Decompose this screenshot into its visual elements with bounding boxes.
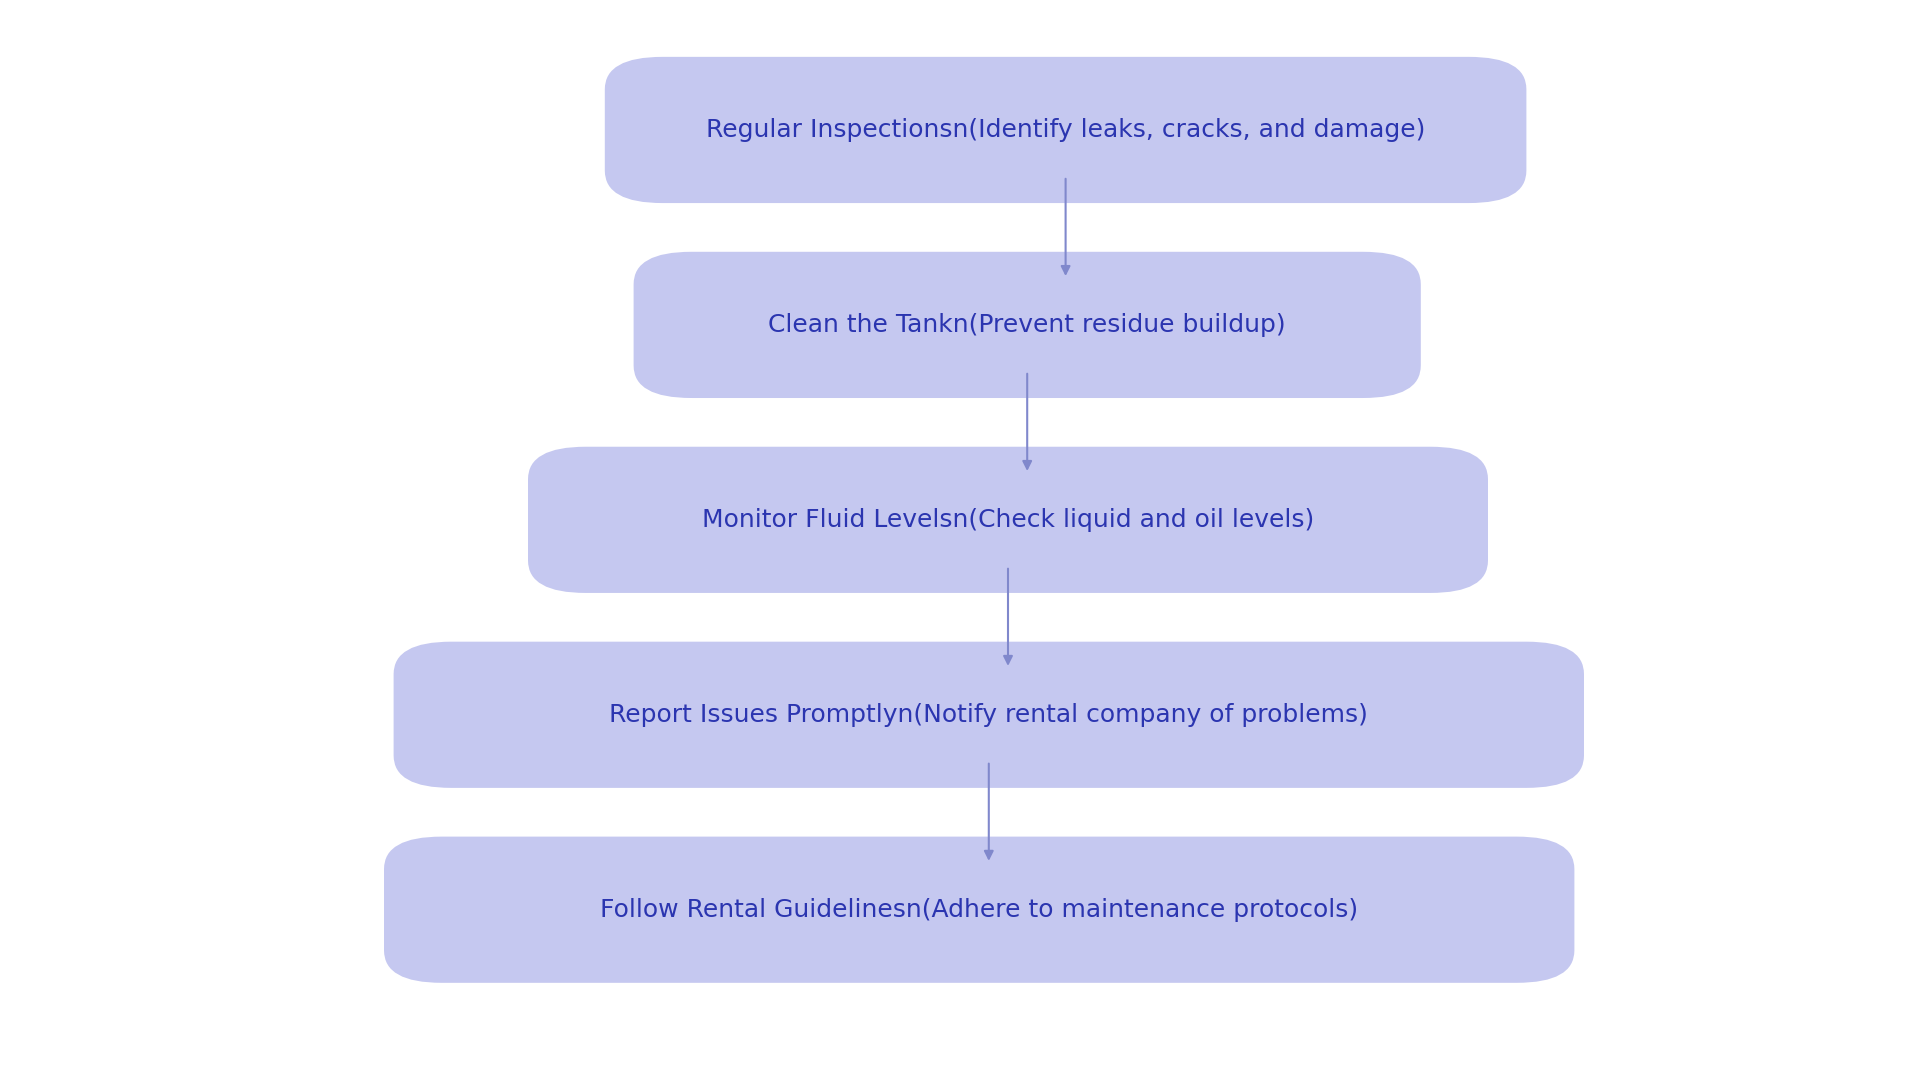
FancyBboxPatch shape — [528, 446, 1488, 593]
FancyBboxPatch shape — [384, 836, 1574, 983]
Text: Regular Inspectionsn(Identify leaks, cracks, and damage): Regular Inspectionsn(Identify leaks, cra… — [707, 118, 1425, 142]
FancyBboxPatch shape — [605, 57, 1526, 204]
Text: Clean the Tankn(Prevent residue buildup): Clean the Tankn(Prevent residue buildup) — [768, 313, 1286, 337]
FancyBboxPatch shape — [394, 641, 1584, 787]
FancyBboxPatch shape — [634, 252, 1421, 399]
Text: Monitor Fluid Levelsn(Check liquid and oil levels): Monitor Fluid Levelsn(Check liquid and o… — [703, 508, 1313, 532]
Text: Report Issues Promptlyn(Notify rental company of problems): Report Issues Promptlyn(Notify rental co… — [609, 703, 1369, 727]
Text: Follow Rental Guidelinesn(Adhere to maintenance protocols): Follow Rental Guidelinesn(Adhere to main… — [601, 898, 1357, 922]
